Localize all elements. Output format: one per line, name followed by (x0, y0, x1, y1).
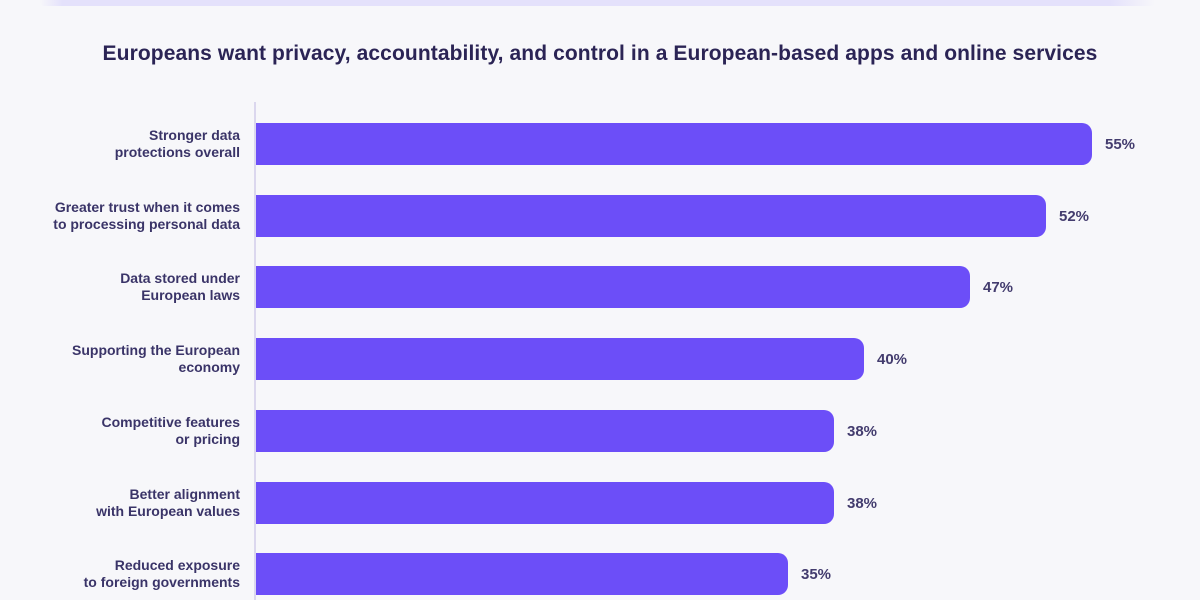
category-label-line: Greater trust when it comes (54, 199, 240, 215)
bar (256, 553, 788, 595)
value-label: 38% (847, 422, 878, 440)
top-accent-strip (40, 0, 1155, 6)
category-label: Greater trust when it comes to processin… (0, 195, 240, 237)
category-label-line: or pricing (175, 431, 240, 447)
category-label-line: European laws (141, 287, 240, 303)
bar-area: 52% (256, 195, 1089, 237)
bar-area: 40% (256, 338, 907, 380)
y-axis-line (254, 102, 256, 600)
category-label-line: Supporting the European (72, 342, 240, 358)
value-label: 52% (1059, 207, 1090, 225)
value-label: 55% (1105, 135, 1136, 153)
bar-area: 47% (256, 266, 1013, 308)
category-label: Stronger data protections overall (0, 123, 240, 165)
category-label-line: Reduced exposure (114, 557, 240, 573)
category-label: Competitive features or pricing (0, 410, 240, 452)
bar (256, 195, 1046, 237)
category-label-line: to foreign governments (83, 574, 240, 590)
category-label-line: Data stored under (120, 270, 240, 286)
category-label: Supporting the European economy (0, 338, 240, 380)
category-label-line: with European values (96, 503, 240, 519)
category-label-line: Better alignment (129, 486, 240, 502)
bar-row: Stronger data protections overall 55% (0, 123, 1200, 165)
bar-area: 55% (256, 123, 1135, 165)
bar (256, 338, 864, 380)
value-label: 35% (801, 565, 832, 583)
category-label: Better alignment with European values (0, 482, 240, 524)
bar-area: 38% (256, 410, 877, 452)
bar-row: Supporting the European economy 40% (0, 338, 1200, 380)
value-label: 40% (877, 350, 908, 368)
bar-row: Better alignment with European values 38… (0, 482, 1200, 524)
category-label: Reduced exposure to foreign governments (0, 553, 240, 595)
bar (256, 266, 970, 308)
bar-area: 38% (256, 482, 877, 524)
value-label: 47% (983, 278, 1014, 296)
category-label-line: economy (178, 359, 240, 375)
category-label-line: Competitive features (101, 414, 240, 430)
bar-row: Greater trust when it comes to processin… (0, 195, 1200, 237)
category-label-line: Stronger data (148, 127, 240, 143)
bar (256, 482, 834, 524)
chart-title: Europeans want privacy, accountability, … (102, 42, 1098, 65)
category-label-line: protections overall (114, 144, 240, 160)
bar (256, 410, 834, 452)
bar-row: Competitive features or pricing 38% (0, 410, 1200, 452)
bar (256, 123, 1092, 165)
category-label: Data stored under European laws (0, 266, 240, 308)
bar-row: Data stored under European laws 47% (0, 266, 1200, 308)
bar-row: Reduced exposure to foreign governments … (0, 553, 1200, 595)
value-label: 38% (847, 494, 878, 512)
category-label-line: to processing personal data (53, 216, 240, 232)
bar-area: 35% (256, 553, 831, 595)
